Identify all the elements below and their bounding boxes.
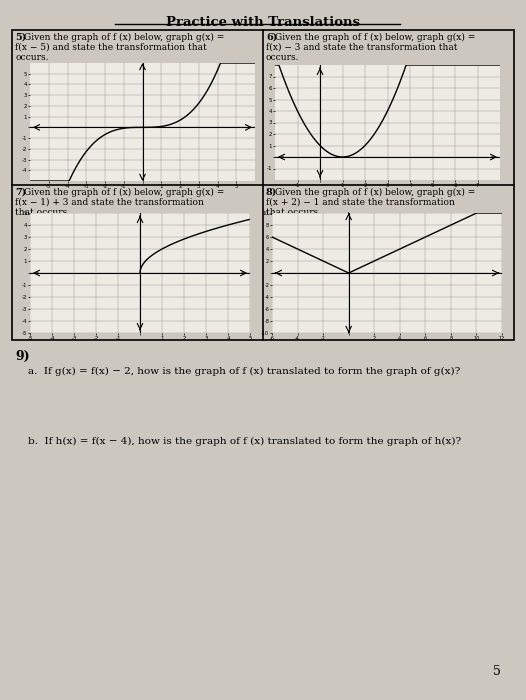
Text: occurs.: occurs. bbox=[266, 53, 299, 62]
Bar bbox=[12, 30, 514, 340]
Text: f(x + 2) − 1 and state the transformation: f(x + 2) − 1 and state the transformatio… bbox=[266, 198, 455, 207]
Text: 5: 5 bbox=[493, 665, 501, 678]
Text: Given the graph of f (x) below, graph g(x) =: Given the graph of f (x) below, graph g(… bbox=[275, 33, 476, 42]
Text: Practice with Translations: Practice with Translations bbox=[166, 16, 360, 29]
Text: 5): 5) bbox=[15, 33, 26, 42]
Text: f(x − 5) and state the transformation that: f(x − 5) and state the transformation th… bbox=[15, 43, 207, 52]
Text: that occurs.: that occurs. bbox=[266, 208, 321, 217]
Text: 6): 6) bbox=[266, 33, 277, 42]
Text: that occurs.: that occurs. bbox=[15, 208, 70, 217]
Text: Given the graph of f (x) below, graph g(x) =: Given the graph of f (x) below, graph g(… bbox=[24, 33, 224, 42]
Text: 9): 9) bbox=[15, 350, 29, 363]
Text: 7): 7) bbox=[15, 188, 26, 197]
Text: Given the graph of f (x) below, graph g(x) =: Given the graph of f (x) below, graph g(… bbox=[24, 188, 224, 197]
Text: f(x − 1) + 3 and state the transformation: f(x − 1) + 3 and state the transformatio… bbox=[15, 198, 204, 207]
Text: 8): 8) bbox=[266, 188, 277, 197]
Text: a.  If g(x) = f(x) − 2, how is the graph of f (x) translated to form the graph o: a. If g(x) = f(x) − 2, how is the graph … bbox=[28, 367, 460, 376]
Text: b.  If h(x) = f(x − 4), how is the graph of f (x) translated to form the graph o: b. If h(x) = f(x − 4), how is the graph … bbox=[28, 437, 461, 446]
Text: occurs.: occurs. bbox=[15, 53, 48, 62]
Text: f(x) − 3 and state the transformation that: f(x) − 3 and state the transformation th… bbox=[266, 43, 458, 52]
Text: Given the graph of f (x) below, graph g(x) =: Given the graph of f (x) below, graph g(… bbox=[275, 188, 476, 197]
